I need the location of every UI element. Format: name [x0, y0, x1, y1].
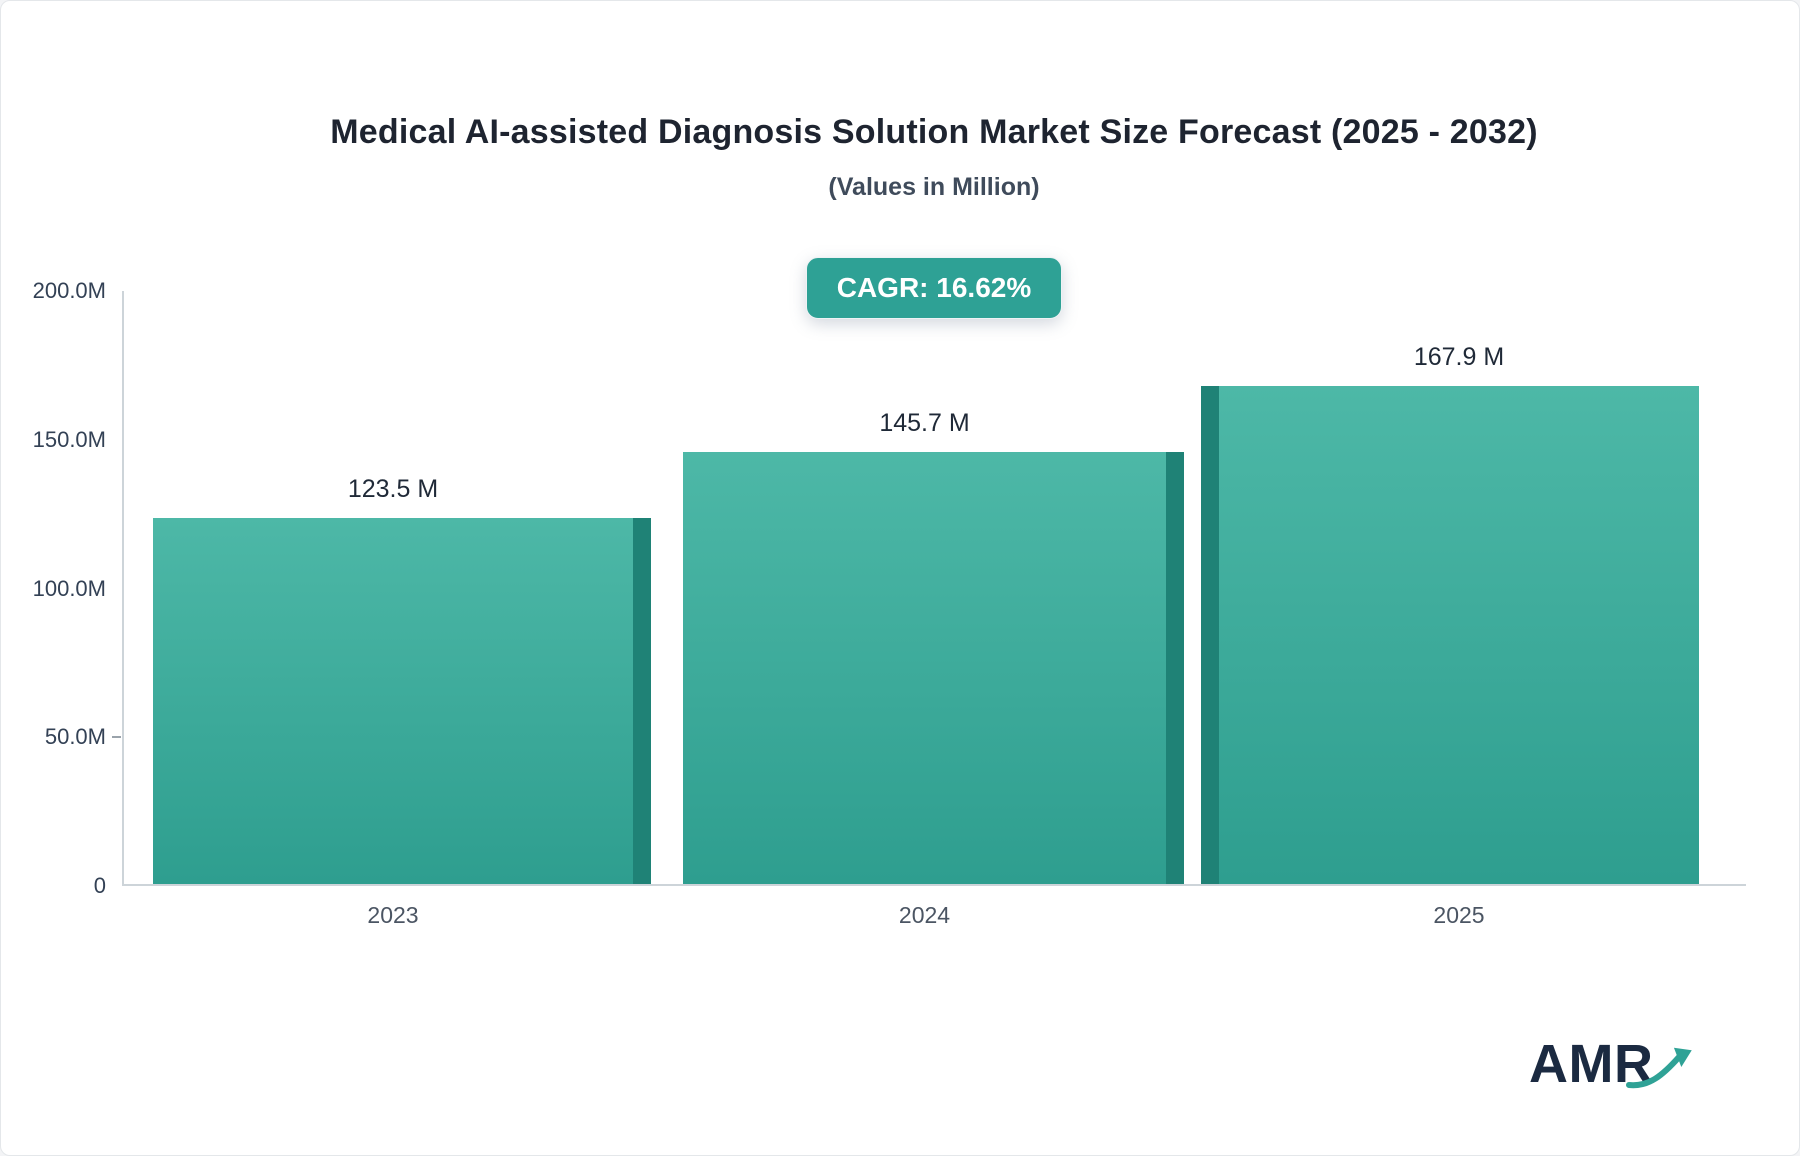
bar-2025-side-shadow	[1201, 386, 1219, 884]
plot-area: 123.5 M 2023 145.7 M 2024 167.9 M 2025	[122, 291, 1746, 928]
x-axis-label: 2024	[898, 902, 951, 928]
bar-2024: 145.7 M 2024	[683, 409, 1184, 928]
bar-2024-side-shadow	[1166, 452, 1184, 884]
y-tick-label: 200.0M	[32, 278, 106, 303]
bar-2023: 123.5 M 2023	[153, 475, 651, 928]
title-row: Medical AI-assisted Diagnosis Solution M…	[122, 113, 1746, 152]
x-axis-label: 2025	[1433, 902, 1485, 928]
bar-value-label: 167.9 M	[1413, 343, 1505, 372]
growth-arrow-icon	[1626, 1047, 1692, 1089]
bar-value-label: 145.7 M	[879, 409, 970, 437]
bar-2023-face	[153, 517, 633, 884]
y-axis: 200.0M 150.0M 100.0M 50.0M 0	[1, 278, 122, 898]
bar-value-label: 123.5 M	[347, 474, 439, 503]
chart-title: Medical AI-assisted Diagnosis Solution M…	[330, 113, 1538, 151]
chart-subtitle: (Values in Million)	[828, 173, 1040, 201]
bar-2025-face	[1219, 386, 1699, 884]
bar-2023-side-shadow	[633, 517, 651, 884]
amr-logo: AMR	[1529, 1033, 1729, 1113]
y-tick-label: 50.0M	[44, 724, 122, 750]
x-axis-label: 2023	[367, 902, 419, 928]
subtitle-row: (Values in Million)	[122, 173, 1746, 202]
y-tick-label: 100.0M	[32, 575, 106, 601]
bar-2024-face	[683, 452, 1166, 884]
y-tick-label: 150.0M	[32, 426, 106, 452]
bar-2025: 167.9 M 2025	[1201, 343, 1699, 928]
cagr-badge: CAGR: 16.62%	[805, 257, 1063, 319]
badge-row: CAGR: 16.62%	[122, 257, 1746, 319]
y-tick-label: 0	[93, 873, 106, 898]
